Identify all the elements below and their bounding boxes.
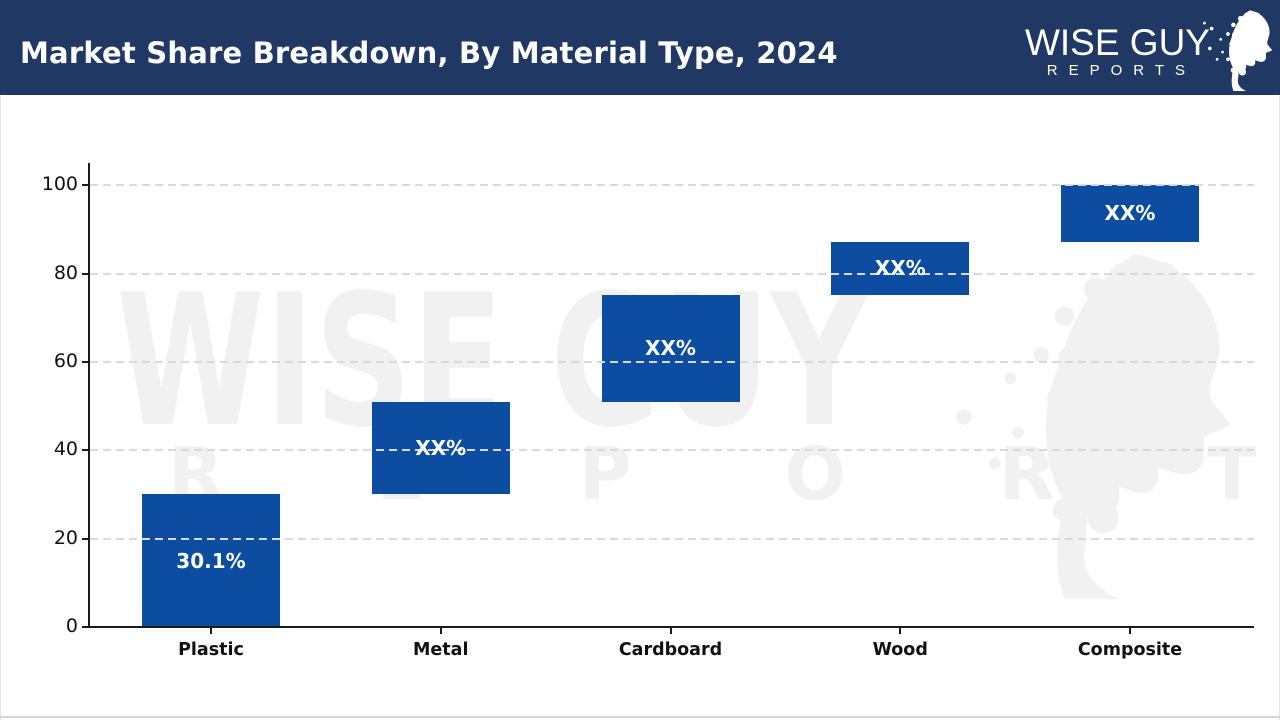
logo-head-icon [1203, 10, 1273, 91]
page-title: Market Share Breakdown, By Material Type… [20, 36, 838, 70]
bar-segment [831, 241, 970, 295]
header: Market Share Breakdown, By Material Type… [0, 0, 1280, 95]
x-axis-line [88, 626, 1254, 628]
x-category-label: Plastic [178, 640, 244, 660]
bottom-border [0, 716, 1280, 718]
watermark-head-icon [956, 254, 1232, 600]
y-tick-label: 100 [41, 173, 78, 196]
y-tick [82, 272, 90, 275]
brand-logo: WISE GUY REPORTS [1025, 0, 1280, 95]
y-tick [82, 449, 90, 452]
x-category-label: Composite [1077, 640, 1183, 660]
gridline [90, 361, 1254, 364]
x-tick [669, 627, 672, 634]
y-tick-label: 0 [65, 615, 78, 637]
bar-segment [142, 494, 280, 627]
bar-value-label: XX% [645, 336, 696, 361]
left-border [0, 95, 1, 720]
bar-value-label: XX% [415, 435, 467, 460]
bar-value-label: XX% [874, 256, 926, 281]
y-tick [82, 537, 90, 540]
bar-segment [371, 401, 510, 495]
bar-value-label: 30.1% [176, 548, 246, 573]
bar-value-label: XX% [1104, 201, 1156, 226]
bar-segment [601, 294, 740, 402]
gridline [90, 272, 1254, 275]
logo-wordmark: WISE GUY [1024, 22, 1210, 63]
y-tick-label: 80 [53, 261, 78, 284]
bar-segment [1061, 185, 1199, 242]
x-category-label: Cardboard [618, 640, 723, 660]
y-axis-line [88, 163, 90, 628]
x-tick [1129, 627, 1131, 634]
y-tick-label: 60 [53, 350, 78, 373]
y-tick [82, 361, 90, 364]
y-tick [82, 626, 90, 628]
gridline [90, 184, 1254, 187]
gridline [90, 449, 1254, 452]
x-tick [899, 627, 902, 634]
x-tick [439, 627, 442, 634]
gridline [90, 537, 1254, 540]
x-category-label: Metal [413, 640, 469, 660]
logo-subtext: REPORTS [1046, 62, 1196, 79]
y-tick-label: 20 [53, 526, 78, 549]
x-tick [210, 627, 212, 634]
y-tick [82, 184, 90, 187]
y-tick-label: 40 [53, 438, 78, 461]
x-category-label: Wood [872, 640, 928, 660]
